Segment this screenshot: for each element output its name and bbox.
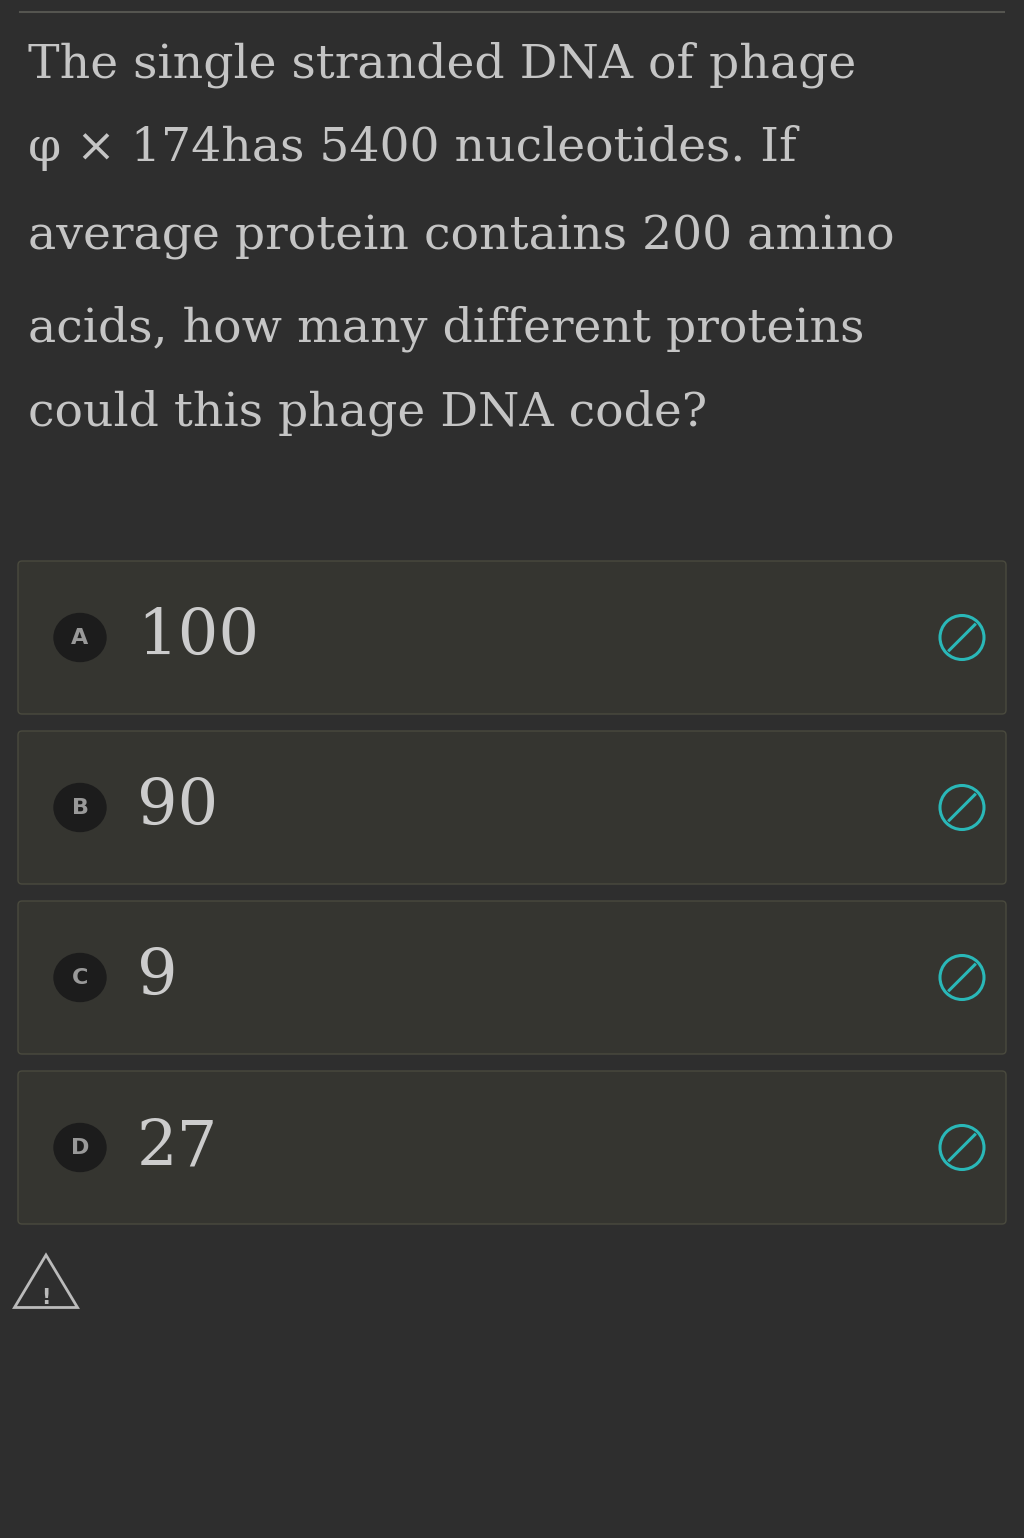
Ellipse shape — [54, 1123, 106, 1172]
Text: B: B — [72, 798, 88, 818]
Text: 90: 90 — [137, 777, 218, 838]
FancyBboxPatch shape — [18, 1070, 1006, 1224]
Text: !: ! — [41, 1287, 50, 1307]
Ellipse shape — [54, 614, 106, 661]
Text: could this phage DNA code?: could this phage DNA code? — [28, 391, 708, 437]
Text: C: C — [72, 967, 88, 987]
Text: The single stranded DNA of phage: The single stranded DNA of phage — [28, 42, 856, 89]
Ellipse shape — [54, 783, 106, 832]
FancyBboxPatch shape — [18, 561, 1006, 714]
Text: acids, how many different proteins: acids, how many different proteins — [28, 305, 864, 352]
Text: A: A — [72, 628, 89, 647]
Ellipse shape — [54, 954, 106, 1001]
Text: 27: 27 — [137, 1117, 218, 1178]
Text: average protein contains 200 amino: average protein contains 200 amino — [28, 215, 895, 260]
Text: 9: 9 — [137, 947, 177, 1007]
Text: 100: 100 — [137, 608, 259, 667]
FancyBboxPatch shape — [18, 731, 1006, 884]
Text: φ × 174has 5400 nucleotides. If: φ × 174has 5400 nucleotides. If — [28, 125, 797, 171]
Text: D: D — [71, 1138, 89, 1158]
FancyBboxPatch shape — [18, 901, 1006, 1054]
